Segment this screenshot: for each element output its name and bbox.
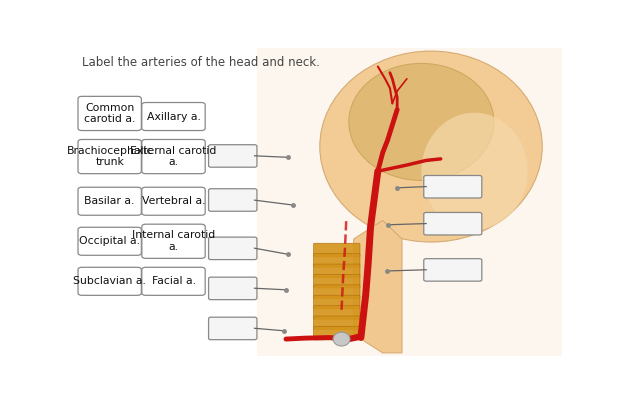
Text: Occipital a.: Occipital a. xyxy=(79,236,140,246)
FancyBboxPatch shape xyxy=(313,295,360,309)
Text: Label the arteries of the head and neck.: Label the arteries of the head and neck. xyxy=(82,56,319,69)
FancyBboxPatch shape xyxy=(78,140,142,174)
FancyBboxPatch shape xyxy=(78,187,142,215)
FancyBboxPatch shape xyxy=(208,145,257,167)
FancyBboxPatch shape xyxy=(208,189,257,211)
Text: Axillary a.: Axillary a. xyxy=(147,112,200,122)
FancyBboxPatch shape xyxy=(424,259,482,281)
Ellipse shape xyxy=(349,64,494,180)
FancyBboxPatch shape xyxy=(257,48,562,356)
Text: Internal carotid
a.: Internal carotid a. xyxy=(132,230,215,252)
FancyBboxPatch shape xyxy=(142,140,205,174)
FancyBboxPatch shape xyxy=(142,102,205,130)
FancyBboxPatch shape xyxy=(78,227,142,255)
FancyBboxPatch shape xyxy=(313,326,360,340)
Polygon shape xyxy=(354,220,402,353)
FancyBboxPatch shape xyxy=(313,243,360,257)
FancyBboxPatch shape xyxy=(424,212,482,235)
FancyBboxPatch shape xyxy=(78,267,142,295)
Text: External carotid
a.: External carotid a. xyxy=(130,146,217,167)
FancyBboxPatch shape xyxy=(142,187,205,215)
FancyBboxPatch shape xyxy=(208,237,257,260)
FancyBboxPatch shape xyxy=(313,285,360,298)
Ellipse shape xyxy=(333,332,350,346)
Text: Vertebral a.: Vertebral a. xyxy=(142,196,205,206)
FancyBboxPatch shape xyxy=(313,316,360,330)
FancyBboxPatch shape xyxy=(78,96,142,130)
FancyBboxPatch shape xyxy=(208,317,257,340)
Text: Common
carotid a.: Common carotid a. xyxy=(84,103,135,124)
FancyBboxPatch shape xyxy=(313,274,360,288)
FancyBboxPatch shape xyxy=(208,277,257,300)
FancyBboxPatch shape xyxy=(142,224,205,258)
Ellipse shape xyxy=(319,51,542,242)
FancyBboxPatch shape xyxy=(313,254,360,267)
Text: Basilar a.: Basilar a. xyxy=(84,196,135,206)
FancyBboxPatch shape xyxy=(313,306,360,319)
FancyBboxPatch shape xyxy=(142,267,205,295)
FancyBboxPatch shape xyxy=(313,264,360,278)
Text: Brachiocephalic
trunk: Brachiocephalic trunk xyxy=(66,146,153,167)
Text: Facial a.: Facial a. xyxy=(152,276,195,286)
FancyBboxPatch shape xyxy=(424,176,482,198)
Text: Subclavian a.: Subclavian a. xyxy=(73,276,146,286)
Ellipse shape xyxy=(421,113,528,230)
